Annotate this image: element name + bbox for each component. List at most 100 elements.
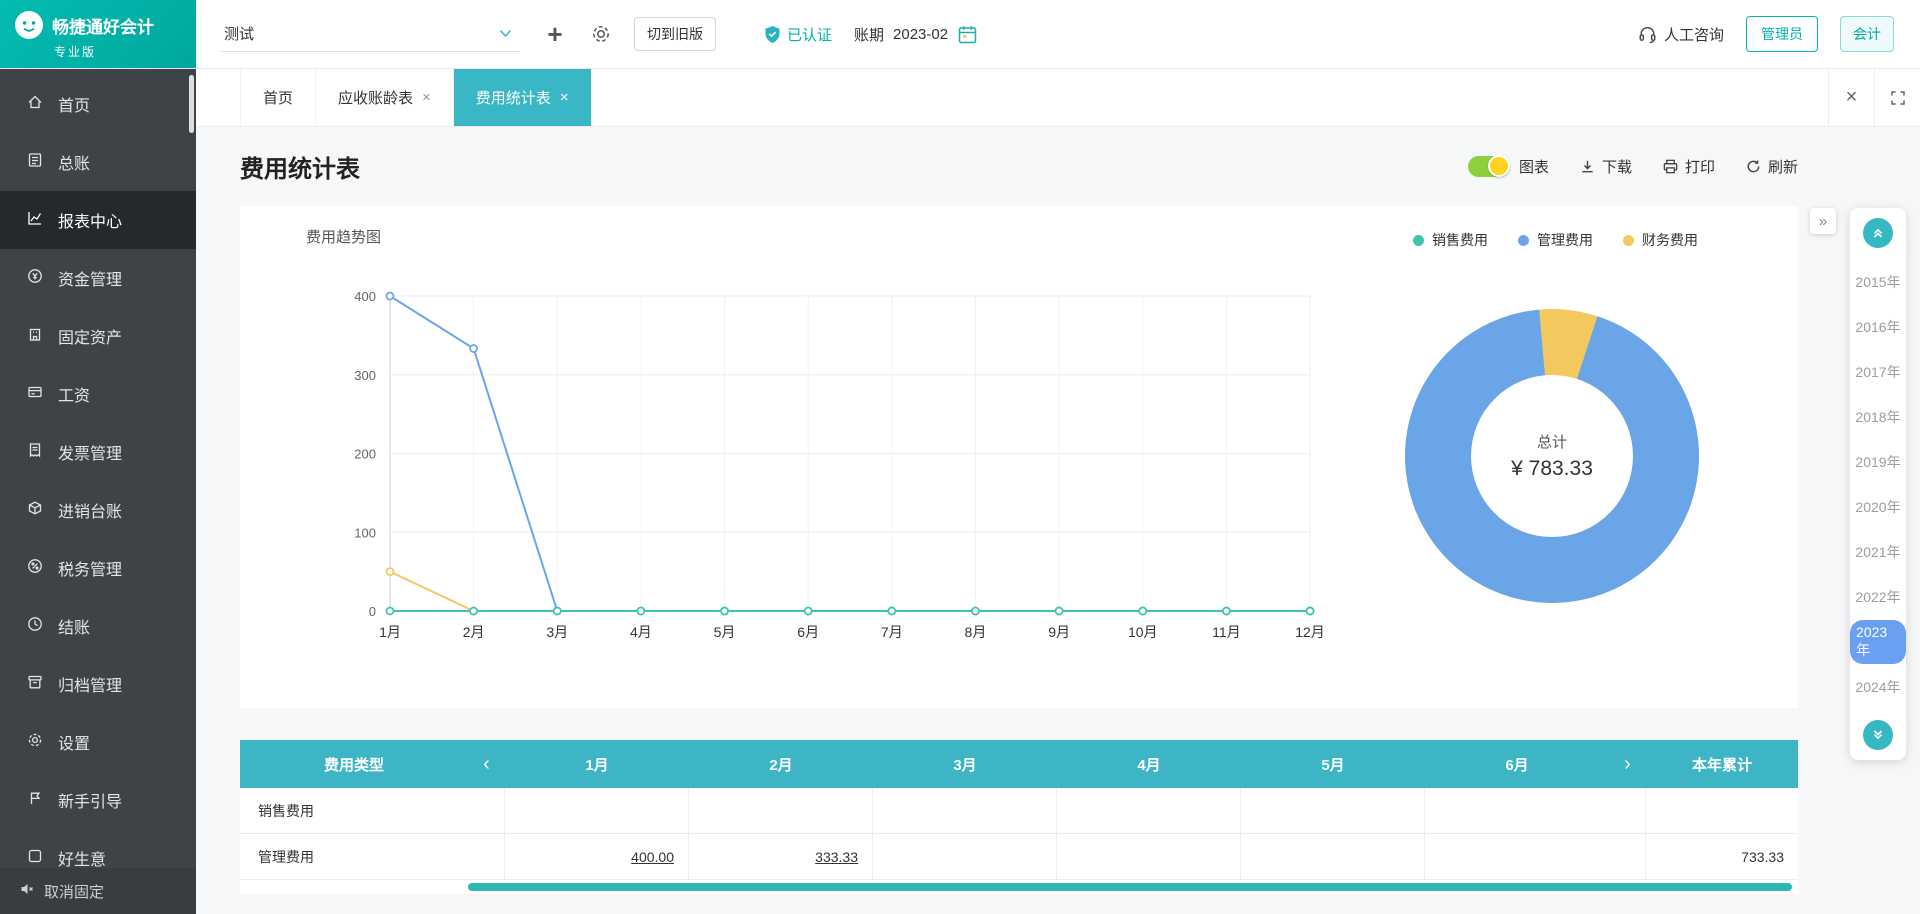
sidebar-item-purchase-sales[interactable]: 进销台账 [0,481,196,539]
cell [1425,834,1646,879]
svg-text:4月: 4月 [630,624,652,640]
svg-text:11月: 11月 [1212,624,1241,640]
sidebar-item-fixed-assets[interactable]: 固定资产 [0,307,196,365]
sidebar-item-settings[interactable]: 设置 [0,713,196,771]
calendar-icon[interactable] [957,24,978,45]
support-link[interactable]: 人工咨询 [1638,24,1724,45]
year-item-2017[interactable]: 2017年 [1855,363,1901,380]
sidebar-item-report-center[interactable]: 报表中心 [0,191,196,249]
year-list: 2015年 2016年 2017年 2018年 2019年 2020年 2021… [1850,248,1906,720]
main-area: 首页 应收账龄表 × 费用统计表 × × [196,69,1920,914]
table-row: 管理费用 400.00 333.33 733.33 [240,834,1798,880]
chevron-down-icon [499,29,512,38]
year-scroll-up-button[interactable] [1863,218,1893,248]
cell [873,788,1057,833]
year-panel: 2015年 2016年 2017年 2018年 2019年 2020年 2021… [1850,208,1906,760]
table-header: 费用类型 ‹ 1月 2月 3月 4月 5月 6月 › 本年累计 [240,740,1798,788]
year-scroll-down-button[interactable] [1863,720,1893,750]
brand-logo: 畅捷通好会计 专业版 [0,0,196,68]
period-value[interactable]: 2023-02 [893,25,949,43]
year-item-2024[interactable]: 2024年 [1855,678,1901,695]
tab-expense-statistics[interactable]: 费用统计表 × [453,69,592,126]
tab-label: 首页 [263,90,294,107]
svg-text:300: 300 [354,368,376,383]
tab-close-icon[interactable]: × [559,89,569,106]
sidebar-item-label: 结账 [58,620,91,637]
switch-old-version-button[interactable]: 切到旧版 [634,17,716,51]
cell [1425,788,1646,833]
year-item-2015[interactable]: 2015年 [1855,273,1901,290]
refresh-button[interactable]: 刷新 [1745,156,1798,177]
company-select[interactable]: 测试 [220,16,520,52]
sidebar-item-archive[interactable]: 归档管理 [0,655,196,713]
sidebar-item-home[interactable]: 首页 [0,75,196,133]
year-item-2020[interactable]: 2020年 [1855,498,1901,515]
sidebar-item-invoices[interactable]: 发票管理 [0,423,196,481]
certified-label: 已认证 [787,26,833,44]
svg-text:100: 100 [354,525,376,540]
print-button[interactable]: 打印 [1662,156,1715,177]
clock-icon [26,615,44,638]
table-horizontal-scrollbar[interactable] [468,883,1792,891]
year-item-2023[interactable]: 2023年 [1850,619,1906,664]
download-button[interactable]: 下载 [1579,156,1632,177]
sidebar-item-beginner-guide[interactable]: 新手引导 [0,771,196,829]
legend-dot [1413,234,1424,246]
fullscreen-icon[interactable] [1874,69,1920,126]
year-item-2022[interactable]: 2022年 [1855,588,1901,605]
role-button[interactable]: 会计 [1840,16,1894,52]
cell [873,834,1057,879]
svg-text:8月: 8月 [965,624,987,640]
tab-close-icon[interactable]: × [422,89,431,106]
sidebar-menu: 首页 总账 报表中心 资金管理 固定资产 [0,69,196,868]
chart-toggle[interactable] [1467,155,1510,177]
cell [1646,788,1798,833]
cell: 733.33 [1741,848,1784,865]
tab-home[interactable]: 首页 [240,69,317,126]
sidebar-scrollbar[interactable] [189,75,194,133]
box-icon [26,499,44,522]
sidebar-item-tax[interactable]: 税务管理 [0,539,196,597]
unpin-button[interactable]: 取消固定 [0,868,196,914]
close-all-tabs-icon[interactable]: × [1828,69,1874,126]
admin-button[interactable]: 管理员 [1746,16,1818,52]
year-item-2018[interactable]: 2018年 [1855,408,1901,425]
sidebar-item-general-ledger[interactable]: 总账 [0,133,196,191]
tab-receivable-aging[interactable]: 应收账龄表 × [316,69,454,126]
gear-icon [26,731,44,754]
table-prev-months-button[interactable]: ‹ [483,752,490,775]
col-expense-type: 费用类型 [323,756,384,774]
brand-edition: 专业版 [54,45,97,59]
svg-text:9月: 9月 [1048,624,1070,640]
legend-item-management[interactable]: 管理费用 [1518,230,1593,250]
sidebar-item-label: 总账 [58,156,91,173]
sidebar-item-salary[interactable]: 工资 [0,365,196,423]
sidebar-item-closing[interactable]: 结账 [0,597,196,655]
cell-value-link[interactable]: 333.33 [815,848,858,865]
col-month: 3月 [953,756,977,774]
sidebar-item-partial[interactable]: 好生意 [0,829,196,868]
add-account-set-icon[interactable]: + [547,18,563,49]
table-next-months-button[interactable]: › [1624,752,1631,775]
gear-icon[interactable] [590,23,612,45]
collapse-year-panel-button[interactable]: » [1810,208,1836,234]
sidebar-item-label: 新手引导 [58,794,123,811]
year-item-2016[interactable]: 2016年 [1855,318,1901,335]
legend-item-finance[interactable]: 财务费用 [1623,230,1698,250]
shield-icon [764,25,781,44]
year-item-2019[interactable]: 2019年 [1855,453,1901,470]
refresh-icon [1745,158,1762,175]
sidebar-item-label: 好生意 [58,852,107,868]
sidebar-item-label: 归档管理 [58,678,123,695]
year-item-2021[interactable]: 2021年 [1855,543,1901,560]
expense-table-panel: 费用类型 ‹ 1月 2月 3月 4月 5月 6月 › 本年累计 销售费用 [240,740,1798,894]
sidebar-item-funds[interactable]: 资金管理 [0,249,196,307]
svg-text:5月: 5月 [714,624,736,640]
card-icon [26,383,44,406]
percent-icon [26,557,44,580]
page-toolbar: 图表 下载 打印 刷新 [1467,155,1798,177]
cell-value-link[interactable]: 400.00 [631,848,674,865]
legend-item-sales[interactable]: 销售费用 [1413,230,1488,250]
sidebar-item-label: 首页 [58,98,91,115]
